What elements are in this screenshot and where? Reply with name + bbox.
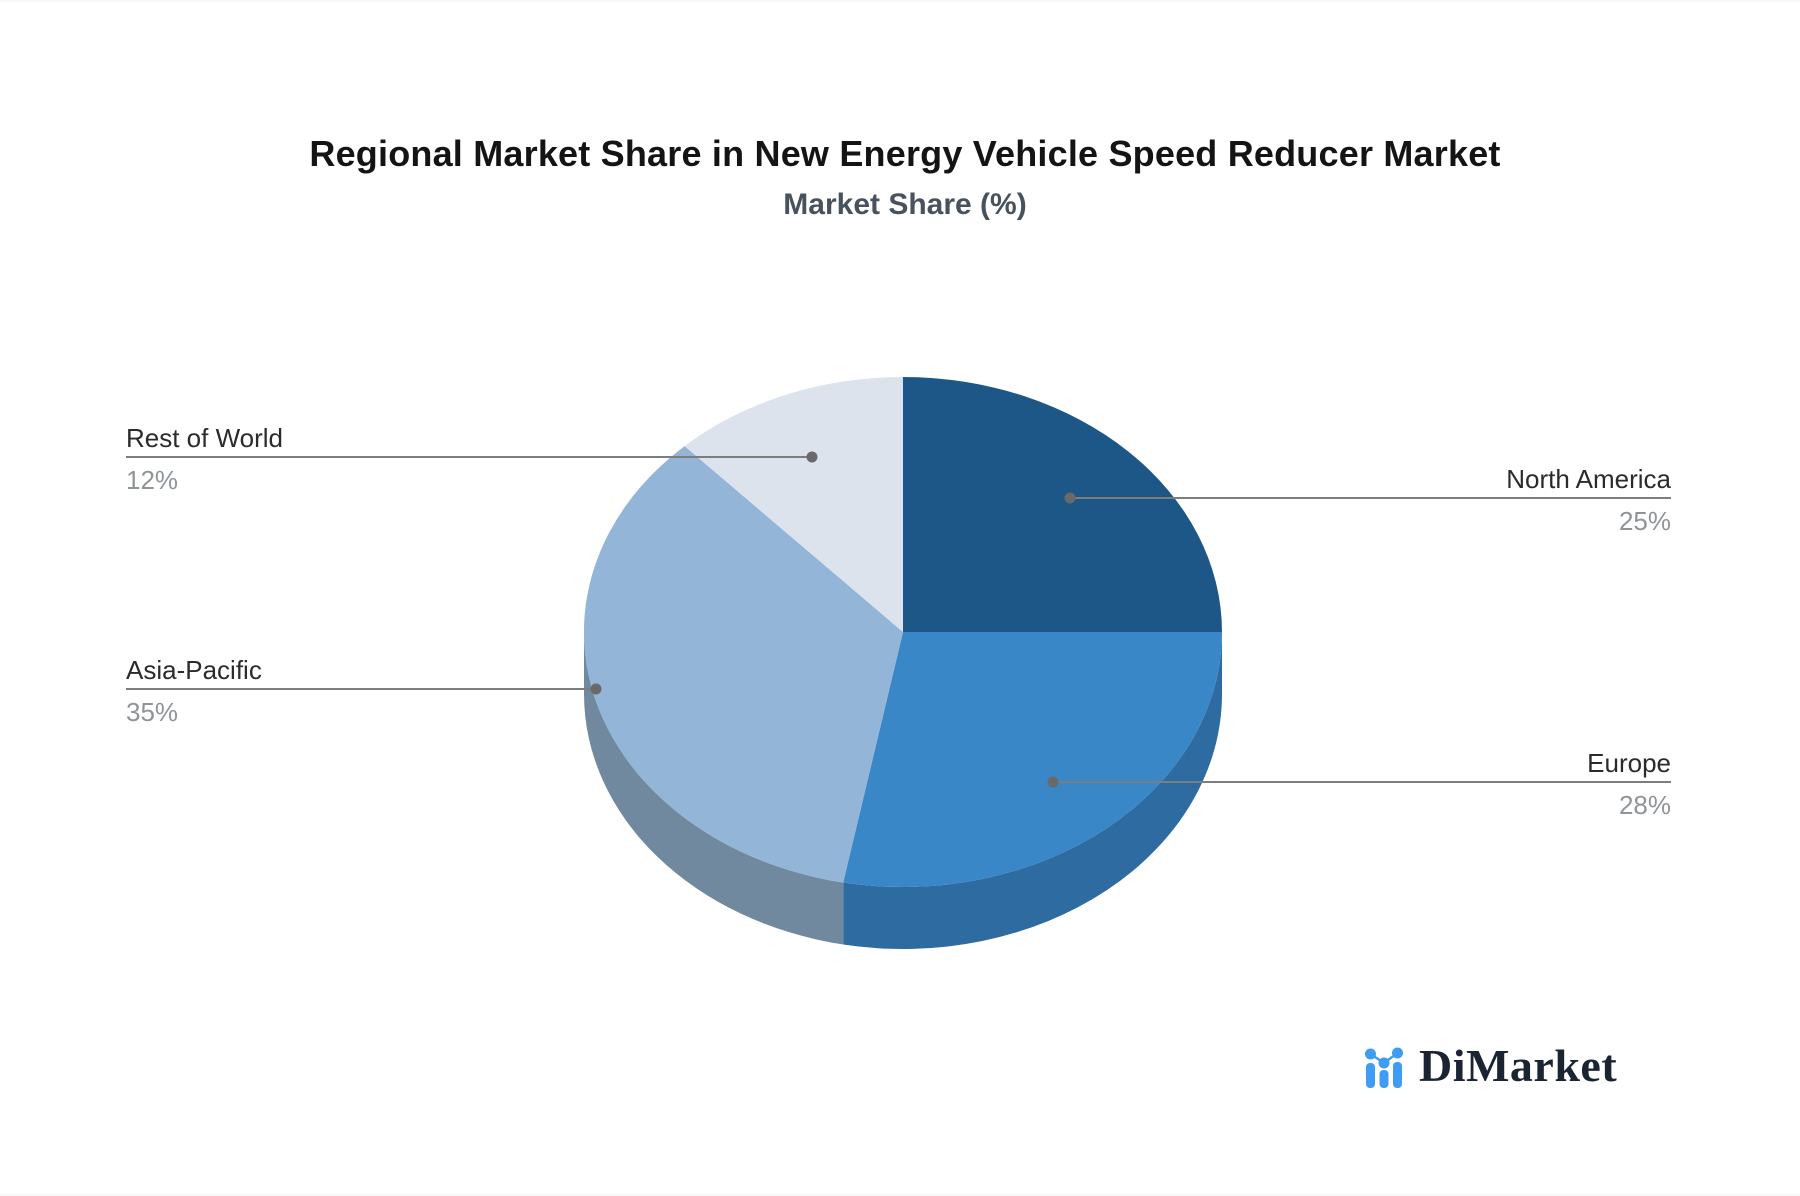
pie-slice-asia-pacific[interactable] xyxy=(583,446,903,883)
pie-slice-rest-of-world[interactable] xyxy=(684,377,903,632)
slice-value: 25% xyxy=(1618,506,1671,536)
bottom-edge-divider xyxy=(0,1194,1800,1196)
chart-subtitle: Market Share (%) xyxy=(783,188,1027,221)
slice-label: North America xyxy=(1506,464,1671,494)
top-edge-divider xyxy=(0,0,1800,2)
callout-dot-europe xyxy=(1047,776,1059,788)
slice-value: 28% xyxy=(1618,790,1671,820)
pie-slice-side-asia-pacific xyxy=(584,632,844,945)
dimarket-logo-icon xyxy=(1365,1047,1403,1088)
callout-dot-rest-of-world xyxy=(806,451,818,463)
callout-north-america: North America 25% xyxy=(1506,463,1671,536)
pie-slice-europe[interactable] xyxy=(843,632,1222,888)
callout-dot-asia-pacific xyxy=(590,683,602,695)
brand-logo[interactable]: DiMarket xyxy=(1362,1042,1617,1094)
slice-label: Asia-Pacific xyxy=(126,655,262,685)
slice-value: 35% xyxy=(126,697,179,727)
callout-rest-of-world: Rest of World 12% xyxy=(126,422,283,495)
slice-label: Europe xyxy=(1587,748,1671,778)
pie-slice-side-europe xyxy=(843,632,1223,950)
slice-value: 12% xyxy=(126,465,179,495)
pie-slice-north-america[interactable] xyxy=(903,377,1222,632)
callout-europe: Europe 28% xyxy=(1587,747,1671,820)
slice-label: Rest of World xyxy=(126,423,284,453)
callout-asia-pacific: Asia-Pacific 35% xyxy=(126,654,262,727)
brand-name: DiMarket xyxy=(1419,1040,1618,1091)
callout-dot-north-america xyxy=(1064,492,1076,504)
chart-title: Regional Market Share in New Energy Vehi… xyxy=(309,133,1501,174)
